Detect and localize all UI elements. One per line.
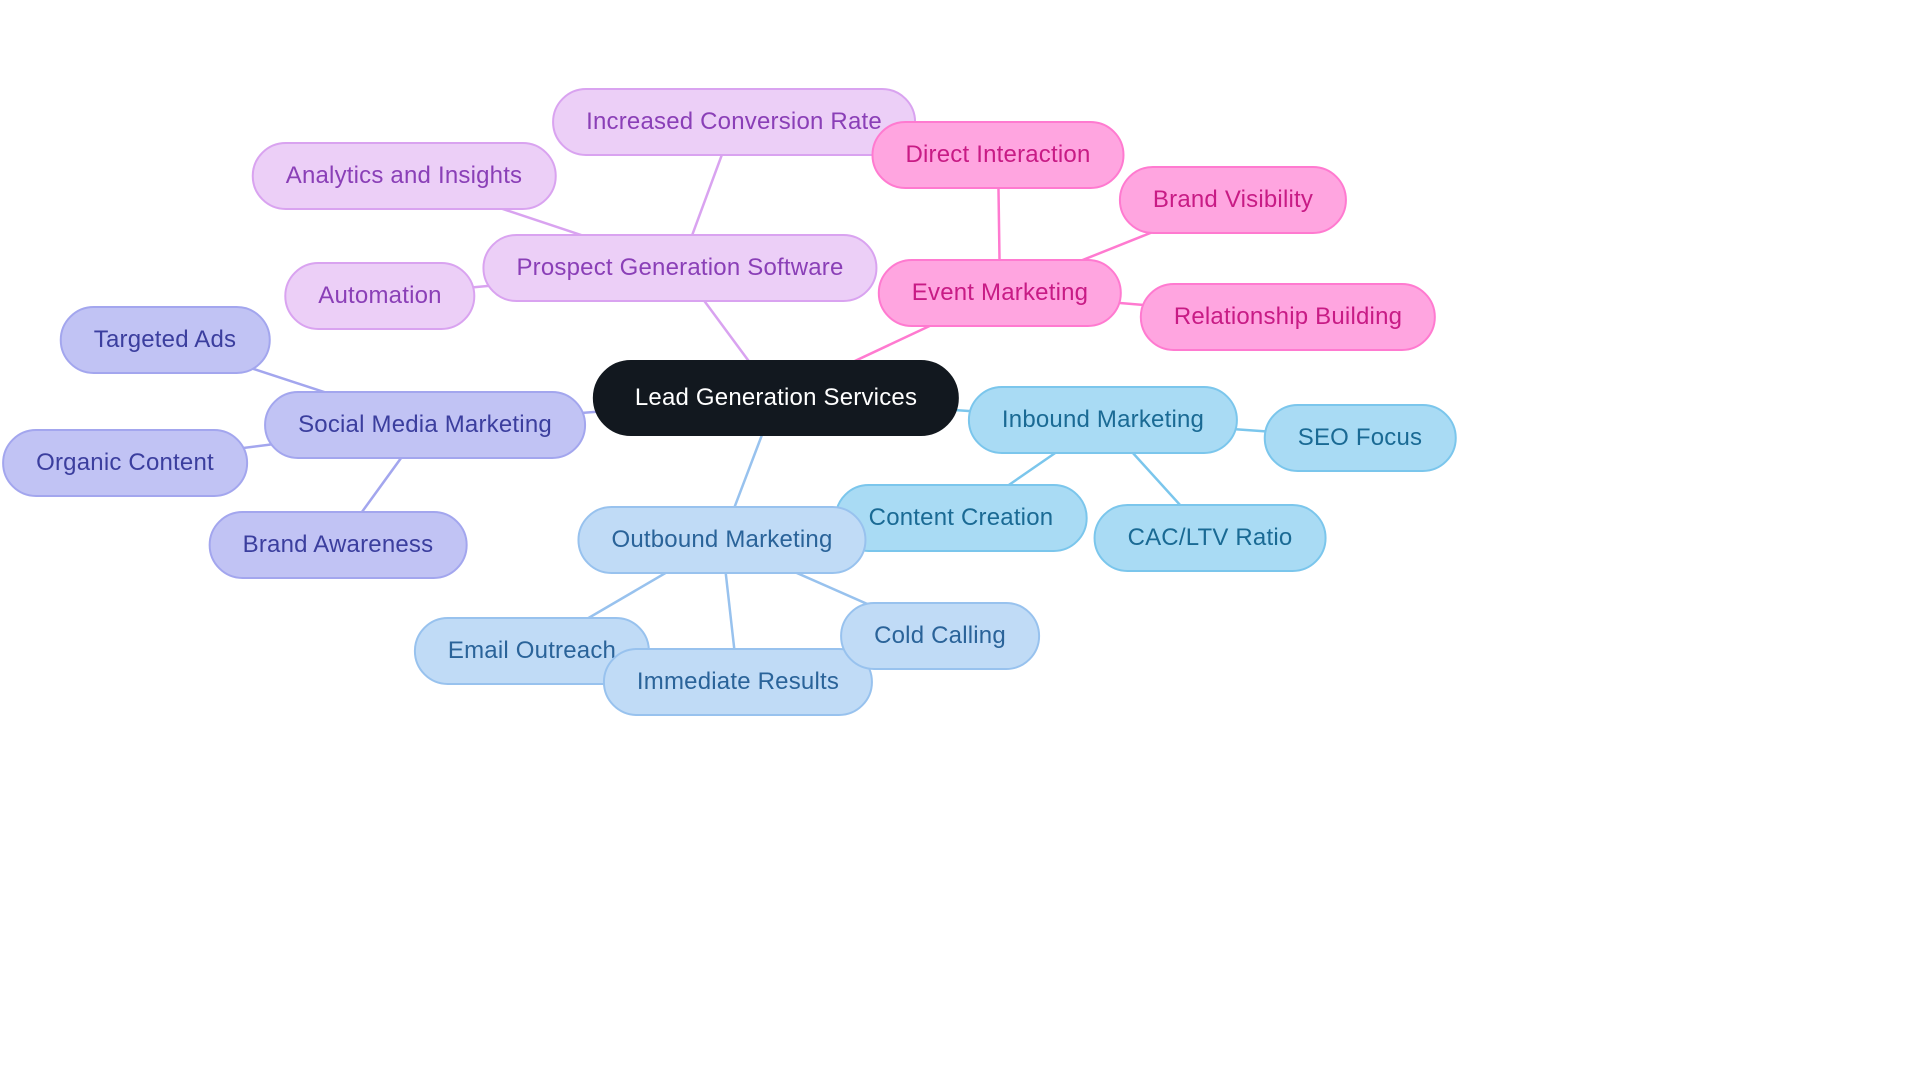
node-seo: SEO Focus [1264,404,1457,472]
node-automation: Automation [284,262,475,330]
node-relationship: Relationship Building [1140,283,1436,351]
node-content: Content Creation [835,484,1088,552]
node-conversion: Increased Conversion Rate [552,88,916,156]
node-outbound: Outbound Marketing [577,506,866,574]
node-organic: Organic Content [2,429,248,497]
node-cold: Cold Calling [840,602,1040,670]
node-direct: Direct Interaction [871,121,1124,189]
node-social: Social Media Marketing [264,391,586,459]
node-cacltv: CAC/LTV Ratio [1094,504,1327,572]
node-event: Event Marketing [878,259,1122,327]
node-inbound: Inbound Marketing [968,386,1238,454]
mindmap-canvas: Lead Generation Services Prospect Generat… [0,0,1920,1083]
node-brandaw: Brand Awareness [209,511,468,579]
node-analytics: Analytics and Insights [252,142,557,210]
node-targeted: Targeted Ads [60,306,271,374]
node-center: Lead Generation Services [593,360,959,436]
node-immediate: Immediate Results [603,648,873,716]
node-brandvis: Brand Visibility [1119,166,1347,234]
node-prospect: Prospect Generation Software [482,234,877,302]
